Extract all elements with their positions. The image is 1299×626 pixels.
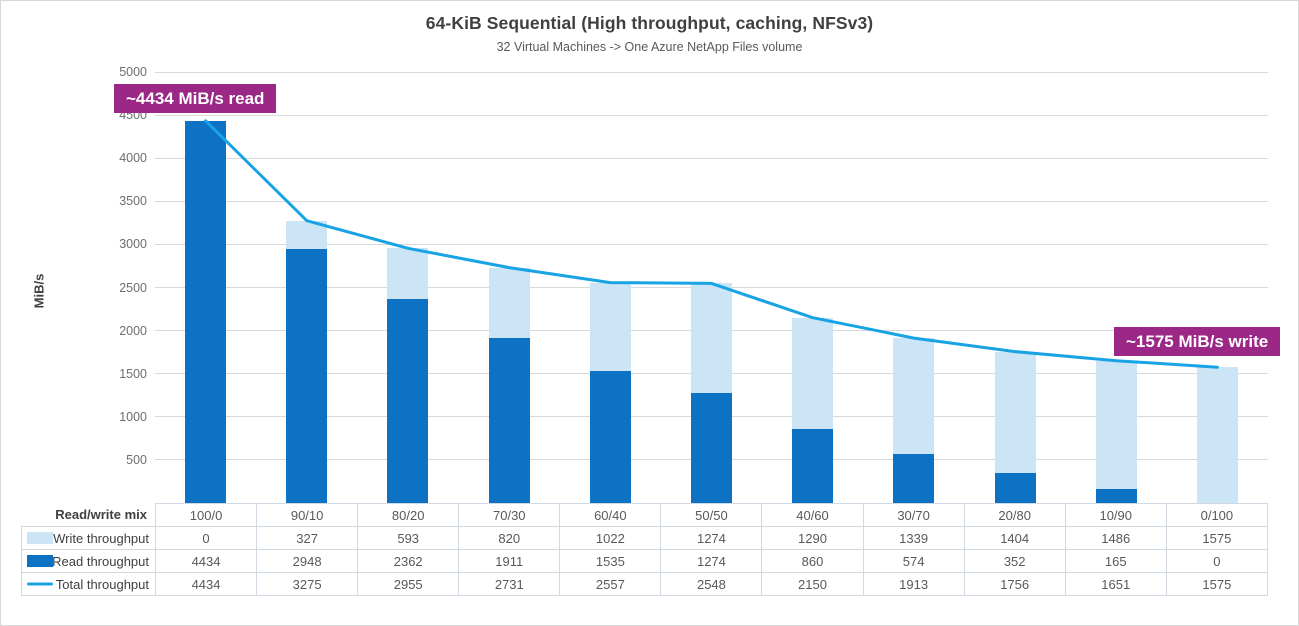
- plot-area: [155, 71, 1268, 503]
- read-bar-segment: [893, 453, 935, 503]
- read-bar-segment: [488, 338, 530, 503]
- write-throughput-row: Write throughput 0 327 593 820 1022 1274 1290 13…: [21, 526, 1269, 550]
- column-header: 60/40: [559, 503, 662, 527]
- value-cell: 165: [1064, 549, 1167, 573]
- chart-subtitle: 32 Virtual Machines -> One Azure NetApp …: [496, 40, 803, 54]
- value-cell: 1339: [862, 526, 965, 550]
- value-cell: 1535: [559, 549, 662, 573]
- value-cell: 1022: [559, 526, 662, 550]
- legend-swatch-line: [27, 582, 53, 586]
- read-bar-segment: [691, 393, 732, 503]
- write-bar-segment: [1196, 367, 1238, 503]
- series-legend-label: Total throughput: [21, 572, 156, 596]
- value-cell: 593: [357, 526, 460, 550]
- y-gridline: [155, 243, 1268, 245]
- read-bar-segment: [286, 248, 328, 503]
- y-gridline: [155, 157, 1268, 159]
- write-bar-segment: [589, 282, 631, 371]
- series-legend-label: Read throughput: [21, 549, 156, 573]
- value-cell: 1404: [963, 526, 1066, 550]
- value-cell: 3275: [256, 572, 359, 596]
- value-cell: 2150: [761, 572, 864, 596]
- column-header: 90/10: [256, 503, 359, 527]
- column-header: 20/80: [963, 503, 1066, 527]
- y-gridline: [155, 71, 1268, 73]
- write-bar-segment: [893, 338, 935, 454]
- value-cell: 2557: [559, 572, 662, 596]
- chart-title: 64-KiB Sequential (High throughput, cach…: [425, 13, 874, 33]
- table-header-row: Read/write mix 100/0 90/10 80/20 70/30 60/40 5…: [21, 503, 1269, 527]
- legend-swatch-bar: [27, 532, 53, 544]
- value-cell: 574: [862, 549, 965, 573]
- column-header: 40/60: [761, 503, 864, 527]
- write-bar-segment: [691, 283, 732, 394]
- column-header: 100/0: [154, 503, 258, 527]
- y-gridline: [155, 200, 1268, 202]
- y-axis-tick-label: 1500: [119, 366, 147, 381]
- value-cell: 327: [256, 526, 359, 550]
- y-axis-tick-label: 4000: [119, 151, 147, 166]
- read-bar-segment: [792, 428, 834, 503]
- value-cell: 1575: [1165, 572, 1269, 596]
- data-table: Read/write mix 100/0 90/10 80/20 70/30 60/40 5…: [21, 503, 1269, 596]
- annotation-read-peak: ~4434 MiB/s read: [114, 84, 277, 113]
- value-cell: 1274: [660, 526, 763, 550]
- write-bar-segment: [387, 248, 429, 300]
- y-axis-tick-label: 3000: [119, 237, 147, 252]
- value-cell: 1911: [458, 549, 561, 573]
- total-throughput-row: Total throughput 4434 3275 2955 2731 2557 2548…: [21, 572, 1269, 596]
- column-header: 30/70: [862, 503, 965, 527]
- column-header: 10/90: [1064, 503, 1167, 527]
- write-bar-segment: [488, 267, 530, 339]
- value-cell: 2548: [660, 572, 763, 596]
- write-bar-segment: [1095, 360, 1137, 489]
- read-throughput-row: Read throughput 4434 2948 2362 1911 1535 1274 8…: [21, 549, 1269, 573]
- read-bar-segment: [589, 370, 631, 503]
- series-legend-label: Write throughput: [21, 526, 156, 550]
- read-bar-segment: [1095, 488, 1137, 503]
- value-cell: 1651: [1064, 572, 1167, 596]
- value-cell: 2948: [256, 549, 359, 573]
- value-cell: 1575: [1165, 526, 1269, 550]
- column-header: 70/30: [458, 503, 561, 527]
- y-axis-tick-label: 5000: [119, 65, 147, 79]
- legend-swatch-bar: [27, 555, 53, 567]
- value-cell: 4434: [154, 572, 258, 596]
- value-cell: 4434: [154, 549, 258, 573]
- y-axis-title: MiB/s: [31, 273, 47, 309]
- row-header-read-write-mix: Read/write mix: [21, 503, 156, 527]
- y-axis-tick-label: 500: [126, 452, 147, 467]
- read-bar-segment: [994, 472, 1036, 503]
- value-cell: 2955: [357, 572, 460, 596]
- y-axis-tick-label: 3500: [119, 194, 147, 209]
- value-cell: 0: [1165, 549, 1269, 573]
- y-axis-tick-label: 2000: [119, 323, 147, 338]
- column-header: 0/100: [1165, 503, 1269, 527]
- value-cell: 1274: [660, 549, 763, 573]
- value-cell: 1290: [761, 526, 864, 550]
- value-cell: 860: [761, 549, 864, 573]
- value-cell: 1913: [862, 572, 965, 596]
- write-bar-segment: [792, 317, 834, 429]
- value-cell: 2362: [357, 549, 460, 573]
- value-cell: 820: [458, 526, 561, 550]
- value-cell: 0: [154, 526, 258, 550]
- write-bar-segment: [994, 351, 1036, 473]
- y-axis-tick-label: 1000: [119, 409, 147, 424]
- value-cell: 352: [963, 549, 1066, 573]
- y-gridline: [155, 114, 1268, 116]
- read-bar-segment: [387, 299, 429, 503]
- value-cell: 1486: [1064, 526, 1167, 550]
- value-cell: 1756: [963, 572, 1066, 596]
- column-header: 50/50: [660, 503, 763, 527]
- annotation-write-peak: ~1575 MiB/s write: [1114, 327, 1281, 356]
- y-axis-tick-label: 2500: [119, 280, 147, 295]
- read-bar-segment: [185, 120, 227, 503]
- column-header: 80/20: [357, 503, 460, 527]
- value-cell: 2731: [458, 572, 561, 596]
- total-throughput-polyline: [204, 119, 1219, 369]
- total-throughput-line: [204, 119, 1219, 369]
